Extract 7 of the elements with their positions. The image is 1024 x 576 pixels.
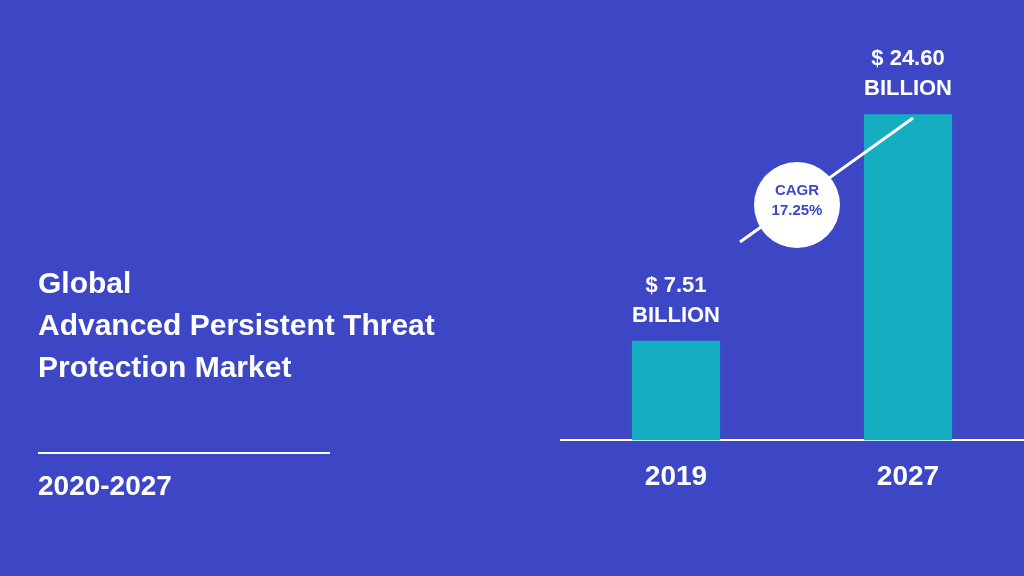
- data-label: $ 7.51 BILLION: [632, 271, 720, 327]
- annotation: CAGR 17.25%: [770, 180, 824, 220]
- text: 2020-2027: [38, 470, 172, 502]
- data-label: $ 24.60 BILLION: [864, 45, 952, 101]
- text: Global Advanced Persistent Threat Protection Market: [38, 265, 436, 385]
- x-tick-label: 2027: [876, 459, 940, 491]
- x-tick-label: 2019: [644, 459, 708, 491]
